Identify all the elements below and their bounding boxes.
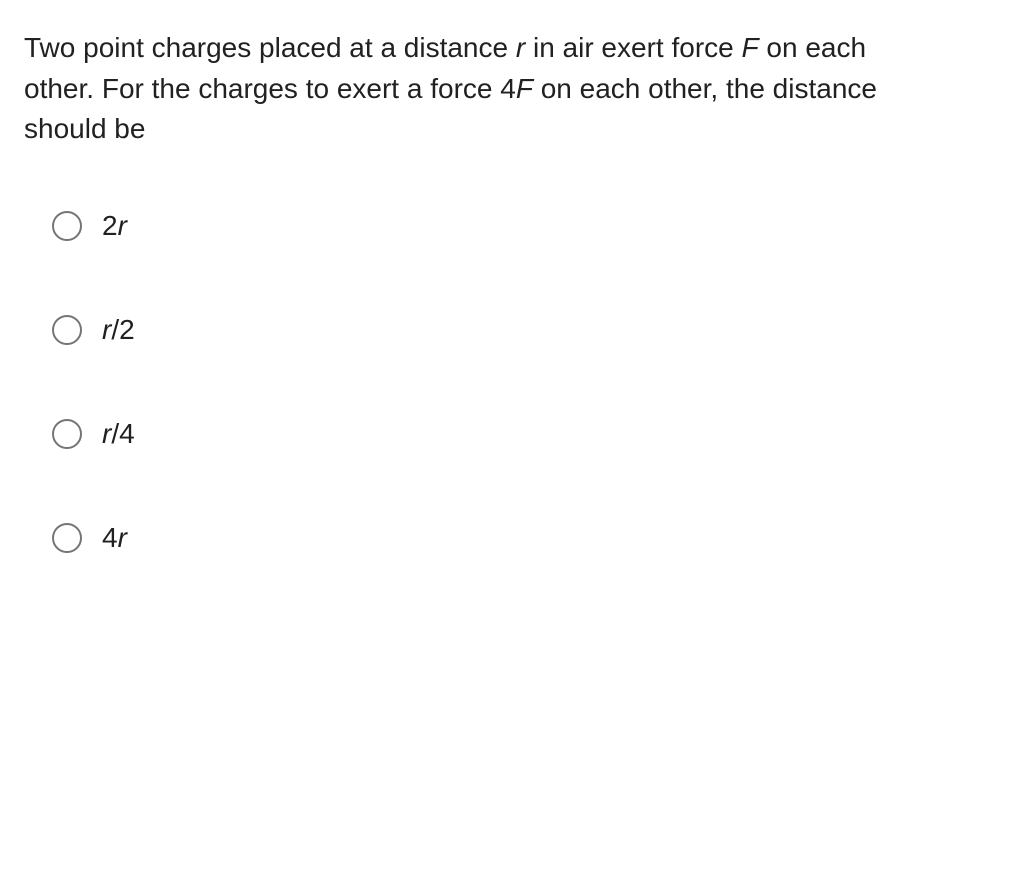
question-text: Two point charges placed at a distance r… bbox=[24, 28, 904, 150]
option-label: 4r bbox=[102, 522, 127, 554]
option-label-segment: 2 bbox=[102, 210, 118, 241]
option-opt-d[interactable]: 4r bbox=[52, 522, 1000, 554]
options-container: 2rr/2r/44r bbox=[24, 210, 1000, 554]
option-label: r/2 bbox=[102, 314, 135, 346]
option-label-segment: r bbox=[118, 522, 127, 553]
question-segment: Two point charges placed at a distance bbox=[24, 32, 516, 63]
option-opt-b[interactable]: r/2 bbox=[52, 314, 1000, 346]
option-opt-c[interactable]: r/4 bbox=[52, 418, 1000, 450]
question-segment: r bbox=[516, 32, 525, 63]
radio-icon[interactable] bbox=[52, 211, 82, 241]
question-segment: F bbox=[516, 73, 533, 104]
question-segment: in air exert force bbox=[525, 32, 741, 63]
option-label: 2r bbox=[102, 210, 127, 242]
option-label-segment: /4 bbox=[111, 418, 134, 449]
radio-icon[interactable] bbox=[52, 419, 82, 449]
option-label-segment: r bbox=[102, 314, 111, 345]
option-label-segment: r bbox=[118, 210, 127, 241]
option-label: r/4 bbox=[102, 418, 135, 450]
option-label-segment: 4 bbox=[102, 522, 118, 553]
option-label-segment: /2 bbox=[111, 314, 134, 345]
radio-icon[interactable] bbox=[52, 523, 82, 553]
radio-icon[interactable] bbox=[52, 315, 82, 345]
option-opt-a[interactable]: 2r bbox=[52, 210, 1000, 242]
question-segment: F bbox=[742, 32, 759, 63]
option-label-segment: r bbox=[102, 418, 111, 449]
